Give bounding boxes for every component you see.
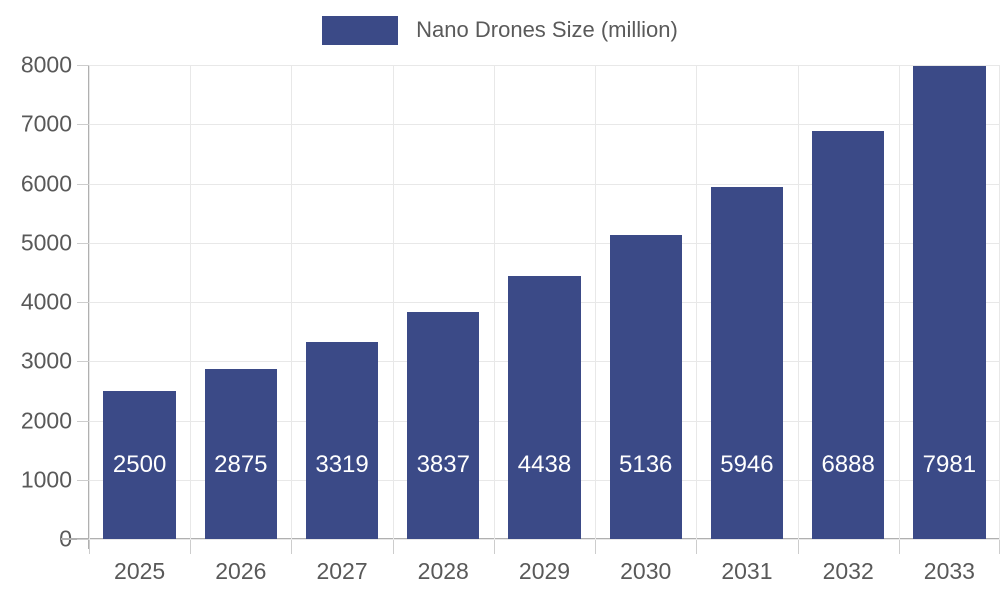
y-axis-tick-mark [77, 242, 89, 244]
bar-value-label: 4438 [517, 451, 572, 478]
y-axis-tick-labels: 0 1000 2000 3000 4000 5000 6000 7000 8000 [0, 0, 72, 600]
x-axis-tick-mark [190, 540, 191, 554]
legend-item-nano-drones[interactable]: Nano Drones Size (million) [322, 15, 678, 45]
y-axis-tick-mark [77, 539, 89, 540]
gridline-horizontal [89, 539, 1000, 540]
y-axis-tick-mark [77, 124, 89, 126]
bar-2027[interactable]: 3319 [305, 342, 379, 539]
x-axis-tick-mark [899, 540, 900, 554]
bar-value-label: 2500 [112, 451, 167, 478]
gridline-vertical [696, 65, 697, 549]
x-axis-tick-mark [798, 540, 799, 554]
gridline-vertical [494, 65, 495, 549]
y-axis-tick-label: 6000 [20, 170, 72, 196]
bar-2028[interactable]: 3837 [407, 311, 480, 539]
gridline-horizontal [89, 65, 1000, 66]
bar-value-label: 6888 [821, 451, 875, 478]
bar-2033[interactable]: 7981 [913, 66, 986, 539]
legend-swatch-icon [322, 15, 399, 45]
bar-value-label: 5136 [619, 451, 673, 478]
x-axis-tick-mark [393, 540, 394, 554]
gridline-vertical [89, 65, 90, 549]
gridline-horizontal [89, 242, 1000, 244]
gridline-horizontal [89, 183, 1000, 185]
x-axis-tick-mark [89, 540, 90, 554]
y-axis-tick-mark [77, 361, 89, 363]
bar-2030[interactable]: 5136 [609, 234, 682, 539]
x-axis-tick-mark [595, 540, 596, 554]
bar-value-label: 5946 [720, 451, 774, 478]
gridline-vertical [393, 65, 394, 549]
y-axis-tick-mark [77, 183, 89, 185]
x-axis-tick-label: 2033 [923, 558, 975, 584]
gridline-horizontal [89, 124, 1000, 126]
x-axis-tick-label: 2031 [721, 558, 773, 584]
x-axis-tick-label: 2026 [215, 558, 267, 584]
bar-2026[interactable]: 2875 [204, 368, 277, 539]
x-axis-tick-label: 2029 [518, 558, 571, 584]
y-axis-tick-mark [77, 65, 89, 66]
x-axis-tick-label: 2030 [620, 558, 672, 584]
x-axis-tick-mark [494, 540, 495, 554]
y-axis-tick-label: 1000 [20, 466, 72, 493]
x-axis-tick-mark [291, 540, 292, 554]
x-axis-tick-label: 2028 [417, 558, 469, 584]
y-axis-tick-label: 2000 [20, 407, 72, 433]
bar-2029[interactable]: 4438 [508, 276, 581, 539]
plot-area: 2500 2875 3319 3837 4438 5136 5946 6888 7981 [89, 65, 1000, 549]
gridline-vertical [190, 65, 191, 549]
y-axis-tick-label: 4000 [20, 288, 72, 315]
bar-value-label: 3319 [315, 451, 369, 478]
gridline-vertical [798, 65, 799, 549]
x-axis-tick-labels: 2025 2026 2027 2028 2029 2030 2031 2032 2033 [89, 540, 1000, 600]
y-axis-tick-mark [77, 420, 89, 422]
y-axis-tick-label: 5000 [20, 229, 72, 256]
x-axis-tick-label: 2027 [316, 558, 368, 584]
bar-2031[interactable]: 5946 [710, 186, 784, 539]
x-axis-tick-mark [696, 540, 697, 554]
gridline-vertical [595, 65, 596, 549]
bar-2025[interactable]: 2500 [103, 390, 176, 539]
x-axis-tick-label: 2025 [114, 558, 166, 584]
y-axis-tick-mark [77, 302, 89, 303]
bar-value-label: 2875 [214, 451, 268, 478]
x-axis-tick-label: 2032 [822, 558, 874, 584]
y-axis-tick-label: 7000 [20, 110, 72, 137]
gridline-vertical [899, 65, 900, 549]
bar-value-label: 7981 [922, 451, 977, 478]
bar-value-label: 3837 [416, 451, 470, 478]
bar-2032[interactable]: 6888 [811, 130, 885, 539]
chart-legend: Nano Drones Size (million) [0, 10, 1000, 50]
gridline-vertical [291, 65, 292, 549]
y-axis-tick-label: 3000 [20, 347, 72, 374]
y-axis-tick-label: 8000 [20, 51, 72, 78]
y-axis-tick-mark [77, 479, 89, 481]
legend-item-label: Nano Drones Size (million) [416, 17, 678, 42]
